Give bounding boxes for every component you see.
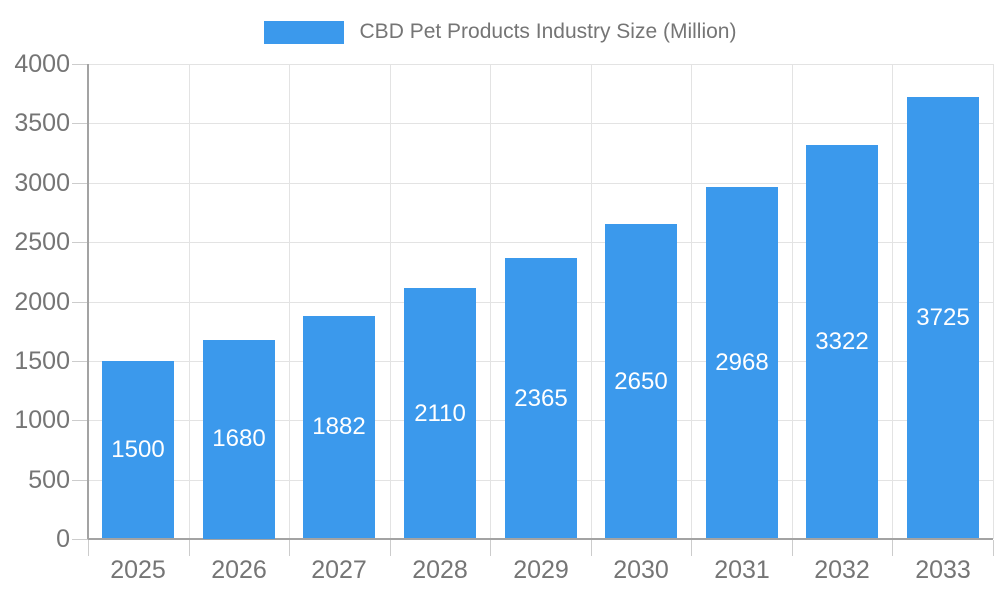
- x-tick: [88, 540, 89, 556]
- y-tick-label: 2500: [14, 228, 70, 256]
- y-tick-label: 500: [28, 466, 70, 494]
- x-tick-label: 2032: [814, 556, 870, 584]
- x-tick-label: 2028: [412, 556, 468, 584]
- y-axis-line: [87, 64, 89, 539]
- y-tick-label: 3500: [14, 109, 70, 137]
- y-tick-label: 3000: [14, 169, 70, 197]
- h-gridline: [88, 64, 993, 65]
- bar-value-label: 2650: [614, 368, 668, 395]
- x-tick: [792, 540, 793, 556]
- v-gridline: [792, 64, 793, 539]
- v-gridline: [691, 64, 692, 539]
- x-tick: [289, 540, 290, 556]
- bar-value-label: 3322: [815, 328, 869, 355]
- bar-value-label: 1500: [111, 436, 165, 463]
- x-tick-label: 2030: [613, 556, 669, 584]
- y-tick: [72, 242, 88, 243]
- y-tick: [72, 123, 88, 124]
- legend-item[interactable]: CBD Pet Products Industry Size (Million): [0, 18, 1000, 46]
- legend-label: CBD Pet Products Industry Size (Million): [359, 20, 737, 43]
- bar-value-label: 3725: [916, 304, 970, 331]
- y-tick: [72, 361, 88, 362]
- h-gridline: [88, 183, 993, 184]
- x-tick-label: 2033: [915, 556, 971, 584]
- bar-value-label: 2968: [715, 349, 769, 376]
- y-tick-label: 2000: [14, 288, 70, 316]
- bar: [404, 288, 476, 538]
- bar: [806, 145, 878, 538]
- legend-swatch: [263, 20, 344, 44]
- bar: [605, 224, 677, 538]
- x-tick: [189, 540, 190, 556]
- x-tick: [993, 540, 994, 556]
- v-gridline: [591, 64, 592, 539]
- y-tick: [72, 302, 88, 303]
- bar: [706, 187, 778, 538]
- y-tick: [72, 480, 88, 481]
- v-gridline: [892, 64, 893, 539]
- x-axis-line: [88, 538, 993, 540]
- bar: [505, 258, 577, 538]
- x-tick: [591, 540, 592, 556]
- h-gridline: [88, 242, 993, 243]
- y-tick: [72, 539, 88, 540]
- v-gridline: [289, 64, 290, 539]
- bar: [907, 97, 979, 538]
- y-tick-label: 1500: [14, 347, 70, 375]
- x-tick-label: 2025: [110, 556, 166, 584]
- v-gridline: [390, 64, 391, 539]
- bar: [203, 340, 275, 539]
- x-tick: [490, 540, 491, 556]
- bar-value-label: 1680: [212, 425, 266, 452]
- bar: [303, 316, 375, 538]
- v-gridline: [189, 64, 190, 539]
- x-tick-label: 2027: [311, 556, 367, 584]
- h-gridline: [88, 123, 993, 124]
- x-tick: [691, 540, 692, 556]
- bar-value-label: 1882: [312, 413, 366, 440]
- x-tick-label: 2031: [714, 556, 770, 584]
- y-tick: [72, 64, 88, 65]
- bar-value-label: 2365: [514, 385, 568, 412]
- x-tick-label: 2029: [513, 556, 569, 584]
- x-tick: [892, 540, 893, 556]
- v-gridline: [993, 64, 994, 539]
- y-tick-label: 0: [56, 525, 70, 553]
- y-tick: [72, 420, 88, 421]
- bar: [102, 361, 174, 538]
- bar-value-label: 2110: [414, 400, 466, 427]
- y-tick: [72, 183, 88, 184]
- y-tick-label: 4000: [14, 50, 70, 78]
- x-tick: [390, 540, 391, 556]
- x-tick-label: 2026: [211, 556, 267, 584]
- y-tick-label: 1000: [14, 406, 70, 434]
- v-gridline: [490, 64, 491, 539]
